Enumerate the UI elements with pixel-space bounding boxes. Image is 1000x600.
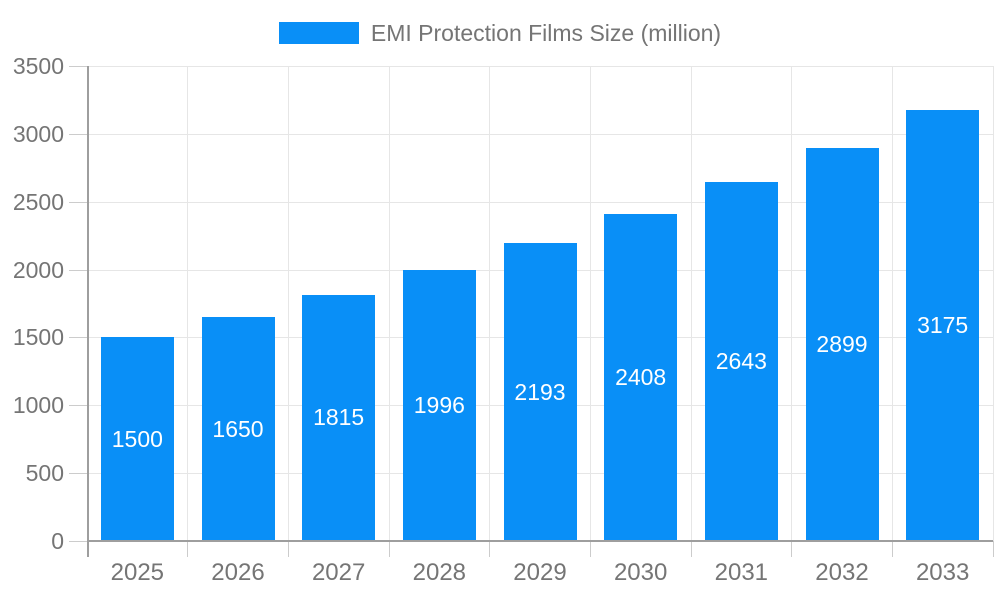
bar-value-label: 1996 [413,392,465,419]
y-axis-tick [69,541,87,542]
bar-2030: 2408 [604,214,678,541]
legend[interactable]: EMI Protection Films Size (million) [0,18,1000,48]
x-axis-tick [992,541,994,557]
x-axis-tick [388,541,390,557]
gridline-horizontal [87,201,993,203]
gridline-vertical [992,66,994,541]
x-axis-tick [489,541,491,557]
gridline-vertical [690,66,692,541]
bar-value-label: 3175 [917,312,969,339]
y-axis-tick-label: 1000 [12,392,64,419]
x-axis-tick-label: 2030 [613,559,668,586]
gridline-vertical [791,66,793,541]
x-axis-tick [187,541,189,557]
bar-2029: 2193 [503,243,577,541]
x-axis-tick-label: 2026 [211,559,265,586]
bar-2027: 1815 [302,294,376,541]
x-axis-tick [287,541,289,557]
gridline-vertical [388,66,390,541]
gridline-vertical [287,66,289,541]
gridline-vertical [589,66,591,541]
y-axis-tick-label: 500 [25,460,64,487]
bar-value-label: 1815 [313,404,365,431]
legend-label: EMI Protection Films Size (million) [370,19,722,46]
y-axis-tick-label: 3500 [12,53,64,79]
x-axis-tick [891,541,893,557]
bar-value-label: 2408 [615,364,667,391]
y-axis-tick-label: 0 [51,528,64,554]
bar-2032: 2899 [805,147,879,541]
bar-value-label: 2643 [715,348,767,375]
x-axis-line [87,540,993,542]
legend-swatch [278,22,359,44]
bar-2031: 2643 [704,182,778,541]
bar-value-label: 2899 [816,330,868,357]
bar-2025: 1500 [100,337,174,541]
y-axis-tick-label: 3000 [12,120,64,147]
y-axis-tick [69,66,87,67]
bar-value-label: 1500 [111,425,163,452]
gridline-vertical [489,66,491,541]
x-axis-tick-label: 2032 [815,559,869,586]
gridline-vertical [187,66,189,541]
x-axis-tick-label: 2025 [110,559,165,586]
x-axis-tick-label: 2031 [714,559,769,586]
x-axis-tick-label: 2028 [412,559,467,586]
y-axis-tick [69,473,87,475]
gridline-vertical [891,66,893,541]
x-axis-tick-label: 2029 [513,559,567,586]
plot-area: 1500 1650 1815 1996 2193 2408 2643 2899 3175 [87,66,994,557]
y-axis-tick-label: 2500 [12,188,64,215]
y-axis-tick [69,337,87,339]
x-axis-tick-label: 2027 [311,559,366,586]
x-axis-tick-label: 2033 [915,559,970,586]
y-axis-line [87,66,89,557]
y-axis-tick [69,269,87,271]
bar-value-label: 2193 [514,378,566,405]
bar-2028: 1996 [402,270,476,541]
y-axis-tick [69,405,87,407]
x-axis-tick [589,541,591,557]
bar-2033: 3175 [906,110,980,541]
y-axis-tick-label: 2000 [12,256,64,283]
y-axis-tick [69,133,87,135]
x-axis-tick [690,541,692,557]
bar-2026: 1650 [201,317,275,541]
gridline-horizontal [87,66,993,67]
bar-value-label: 1650 [212,415,264,442]
y-axis-tick-label: 1500 [12,324,64,351]
gridline-horizontal [87,133,993,135]
x-axis-tick [791,541,793,557]
y-axis-tick [69,201,87,203]
